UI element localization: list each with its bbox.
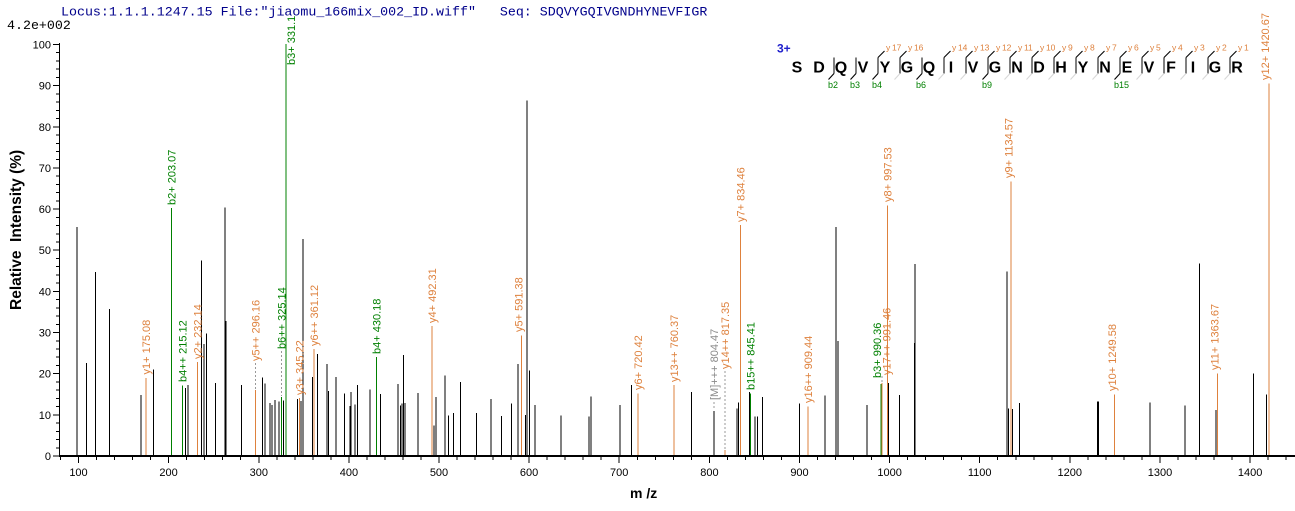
svg-text:N: N: [1099, 60, 1111, 77]
svg-text:y12+ 1420.67: y12+ 1420.67: [1260, 13, 1272, 80]
svg-text:H: H: [1055, 60, 1067, 77]
svg-text:b15: b15: [1114, 80, 1129, 90]
svg-text:b4+ 430.18: b4+ 430.18: [371, 299, 383, 354]
svg-text:800: 800: [700, 467, 718, 479]
svg-text:y17++ 991.46: y17++ 991.46: [882, 308, 894, 375]
svg-text:D: D: [813, 60, 825, 77]
svg-text:600: 600: [520, 467, 538, 479]
svg-text:700: 700: [610, 467, 628, 479]
svg-text:y5++ 296.16: y5++ 296.16: [250, 300, 262, 361]
svg-text:1100: 1100: [968, 467, 992, 479]
svg-text:b3+ 331.1: b3+ 331.1: [286, 16, 298, 65]
svg-text:1000: 1000: [877, 467, 901, 479]
svg-text:Y: Y: [1078, 60, 1089, 77]
svg-text:y13++ 760.37: y13++ 760.37: [669, 315, 681, 382]
svg-text:I: I: [949, 60, 953, 77]
svg-text:3+: 3+: [777, 42, 791, 56]
svg-text:Relative Intensity (%): Relative Intensity (%): [8, 150, 25, 310]
svg-text:100: 100: [33, 40, 51, 52]
svg-text:y 9: y 9: [1062, 43, 1073, 53]
svg-text:y2+ 232.14: y2+ 232.14: [193, 304, 205, 359]
svg-text:V: V: [858, 60, 869, 77]
svg-text:b6: b6: [916, 80, 926, 90]
svg-text:1400: 1400: [1238, 467, 1262, 479]
svg-text:y 12: y 12: [996, 43, 1012, 53]
svg-text:y1+ 175.08: y1+ 175.08: [141, 320, 153, 375]
svg-text:R: R: [1231, 60, 1243, 77]
svg-text:y 16: y 16: [908, 43, 924, 53]
svg-text:b3: b3: [850, 80, 860, 90]
svg-text:y4+ 492.31: y4+ 492.31: [427, 268, 439, 323]
svg-text:200: 200: [159, 467, 177, 479]
svg-text:Q: Q: [923, 60, 935, 77]
svg-text:b15++ 845.41: b15++ 845.41: [746, 322, 758, 390]
svg-text:F: F: [1166, 60, 1176, 77]
svg-text:y 14: y 14: [952, 43, 968, 53]
svg-text:b3+ 990.36: b3+ 990.36: [872, 323, 884, 378]
svg-text:b6++ 325.14: b6++ 325.14: [277, 287, 289, 349]
svg-text:y8+ 997.53: y8+ 997.53: [883, 147, 895, 202]
svg-text:900: 900: [790, 467, 808, 479]
svg-text:y 4: y 4: [1172, 43, 1183, 53]
svg-text:Y: Y: [880, 60, 891, 77]
svg-text:G: G: [989, 60, 1001, 77]
svg-text:y6++ 361.12: y6++ 361.12: [309, 285, 321, 346]
svg-text:0: 0: [45, 451, 51, 463]
svg-text:I: I: [1191, 60, 1195, 77]
svg-text:50: 50: [39, 245, 51, 257]
svg-text:E: E: [1122, 60, 1133, 77]
svg-text:V: V: [968, 60, 979, 77]
svg-text:90: 90: [39, 81, 51, 93]
svg-text:Q: Q: [835, 60, 847, 77]
svg-text:y 3: y 3: [1194, 43, 1205, 53]
svg-text:y 7: y 7: [1106, 43, 1117, 53]
svg-text:S: S: [792, 60, 803, 77]
svg-text:y14++ 817.35: y14++ 817.35: [720, 302, 732, 369]
svg-text:y 6: y 6: [1128, 43, 1139, 53]
svg-text:y 5: y 5: [1150, 43, 1161, 53]
svg-text:y7+ 834.46: y7+ 834.46: [736, 167, 748, 222]
svg-text:30: 30: [39, 328, 51, 340]
svg-text:60: 60: [39, 204, 51, 216]
svg-text:[M]+++ 804.47: [M]+++ 804.47: [709, 329, 721, 400]
svg-text:40: 40: [39, 286, 51, 298]
svg-text:y6+ 720.42: y6+ 720.42: [633, 335, 645, 390]
svg-text:20: 20: [39, 369, 51, 381]
svg-text:300: 300: [250, 467, 268, 479]
svg-text:m /z: m /z: [630, 485, 657, 501]
svg-text:y 17: y 17: [886, 43, 902, 53]
svg-text:D: D: [1033, 60, 1045, 77]
svg-text:500: 500: [430, 467, 448, 479]
svg-text:N: N: [1011, 60, 1023, 77]
svg-text:b4: b4: [872, 80, 882, 90]
svg-text:1300: 1300: [1148, 467, 1172, 479]
svg-text:Locus:1.1.1.1247.15 File:"jiao: Locus:1.1.1.1247.15 File:"jiaomu_166mix_…: [61, 5, 707, 20]
svg-text:y3+ 345.22: y3+ 345.22: [295, 340, 307, 395]
svg-text:y 11: y 11: [1018, 43, 1033, 53]
svg-text:G: G: [901, 60, 913, 77]
svg-text:y5+ 591.38: y5+ 591.38: [514, 277, 526, 332]
svg-text:V: V: [1144, 60, 1155, 77]
svg-text:400: 400: [340, 467, 358, 479]
svg-text:y11+ 1363.67: y11+ 1363.67: [1210, 304, 1222, 370]
svg-text:G: G: [1209, 60, 1221, 77]
svg-text:70: 70: [39, 163, 51, 175]
svg-text:1200: 1200: [1058, 467, 1082, 479]
svg-text:y 10: y 10: [1040, 43, 1056, 53]
svg-text:y 2: y 2: [1216, 43, 1227, 53]
svg-text:y9+ 1134.57: y9+ 1134.57: [1004, 118, 1016, 178]
svg-text:80: 80: [39, 122, 51, 134]
svg-text:y16++ 909.44: y16++ 909.44: [803, 336, 815, 403]
svg-text:b2+ 203.07: b2+ 203.07: [166, 150, 178, 205]
svg-text:y10+ 1249.58: y10+ 1249.58: [1107, 324, 1119, 391]
svg-text:b4++ 215.12: b4++ 215.12: [177, 320, 189, 382]
svg-text:10: 10: [39, 410, 51, 422]
svg-text:4.2e+002: 4.2e+002: [7, 18, 71, 33]
svg-text:y 1: y 1: [1238, 43, 1249, 53]
svg-text:b9: b9: [982, 80, 992, 90]
svg-text:100: 100: [69, 467, 87, 479]
svg-text:y 8: y 8: [1084, 43, 1095, 53]
svg-text:b2: b2: [828, 80, 838, 90]
svg-text:y 13: y 13: [974, 43, 990, 53]
